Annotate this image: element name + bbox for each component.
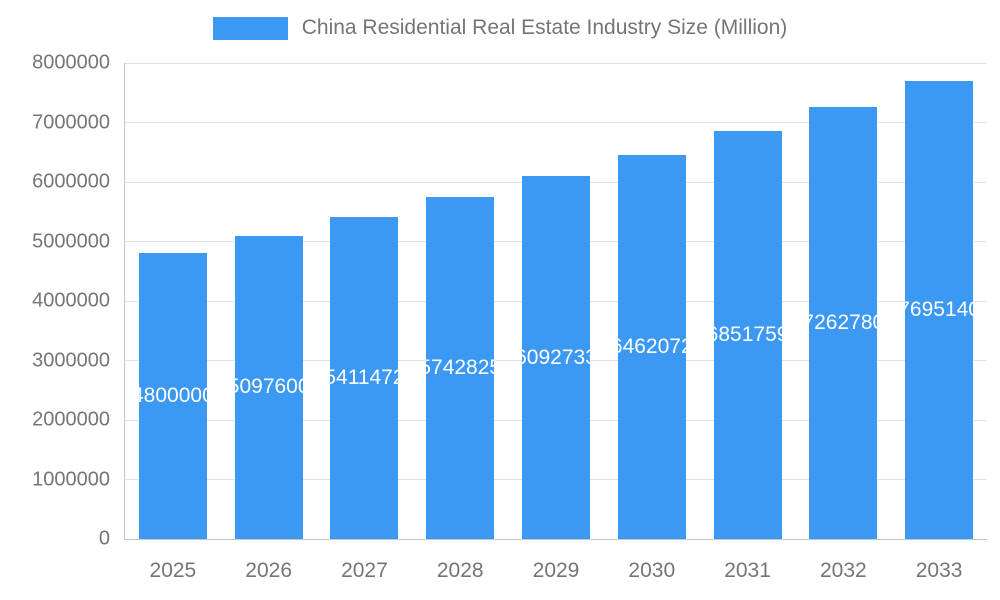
bar-value-label: 7695140 xyxy=(905,298,973,322)
bar-value-label: 4800000 xyxy=(139,384,207,408)
bar-2026[interactable]: 5097600 xyxy=(234,235,303,539)
bar-2030[interactable]: 6462072 xyxy=(617,154,686,539)
x-axis-label-2026: 2026 xyxy=(245,559,293,582)
y-axis-tick-label: 6000000 xyxy=(32,170,110,193)
chart-legend: China Residential Real Estate Industry S… xyxy=(0,16,1000,40)
y-axis-tick-label: 7000000 xyxy=(32,111,110,133)
y-axis-tick-label: 5000000 xyxy=(32,230,110,252)
y-axis-tick-label: 4000000 xyxy=(32,289,110,312)
bar-2028[interactable]: 5742825 xyxy=(426,197,495,539)
bar-value-label: 6092733 xyxy=(522,345,590,369)
gridline xyxy=(125,122,987,123)
bar-2029[interactable]: 6092733 xyxy=(522,176,590,539)
x-axis-label-2033: 2033 xyxy=(915,559,963,582)
chart-title: China Residential Real Estate Industry S… xyxy=(301,16,788,39)
y-axis-tick-label: 8000000 xyxy=(32,51,110,74)
bar-value-label: 6462072 xyxy=(618,334,686,358)
plot-area: 0 1000000 2000000 3000000 4000000 5000000 6000… xyxy=(32,52,987,582)
x-axis-label-2029: 2029 xyxy=(532,559,580,582)
bar-2031[interactable]: 6851759 xyxy=(713,131,782,539)
bar-value-label: 5742825 xyxy=(426,356,494,380)
bar-value-label: 6851759 xyxy=(714,323,782,347)
x-axis-label-2031: 2031 xyxy=(724,559,771,582)
y-axis-tick-label: 2000000 xyxy=(32,408,110,431)
x-axis-label-2032: 2032 xyxy=(819,559,867,582)
legend-swatch[interactable] xyxy=(212,16,288,40)
bar-value-label: 7262780 xyxy=(809,310,877,334)
y-axis-tick-label: 0 xyxy=(98,527,110,550)
bar-2033[interactable]: 7695140 xyxy=(905,81,974,539)
bar-2027[interactable]: 5411472 xyxy=(330,217,399,539)
y-axis-tick-label: 3000000 xyxy=(32,349,110,371)
x-axis-label-2027: 2027 xyxy=(341,559,388,582)
x-axis-label-2030: 2030 xyxy=(628,559,676,582)
bar-2025[interactable]: 4800000 xyxy=(138,253,207,539)
gridline xyxy=(125,62,987,64)
x-axis-label-2028: 2028 xyxy=(436,559,484,582)
bar-value-label: 5097600 xyxy=(235,375,303,399)
y-axis-tick-label: 1000000 xyxy=(32,468,110,490)
bar-2032[interactable]: 7262780 xyxy=(809,106,878,539)
x-axis-label-2025: 2025 xyxy=(149,559,197,582)
bar-value-label: 5411472 xyxy=(330,366,398,390)
